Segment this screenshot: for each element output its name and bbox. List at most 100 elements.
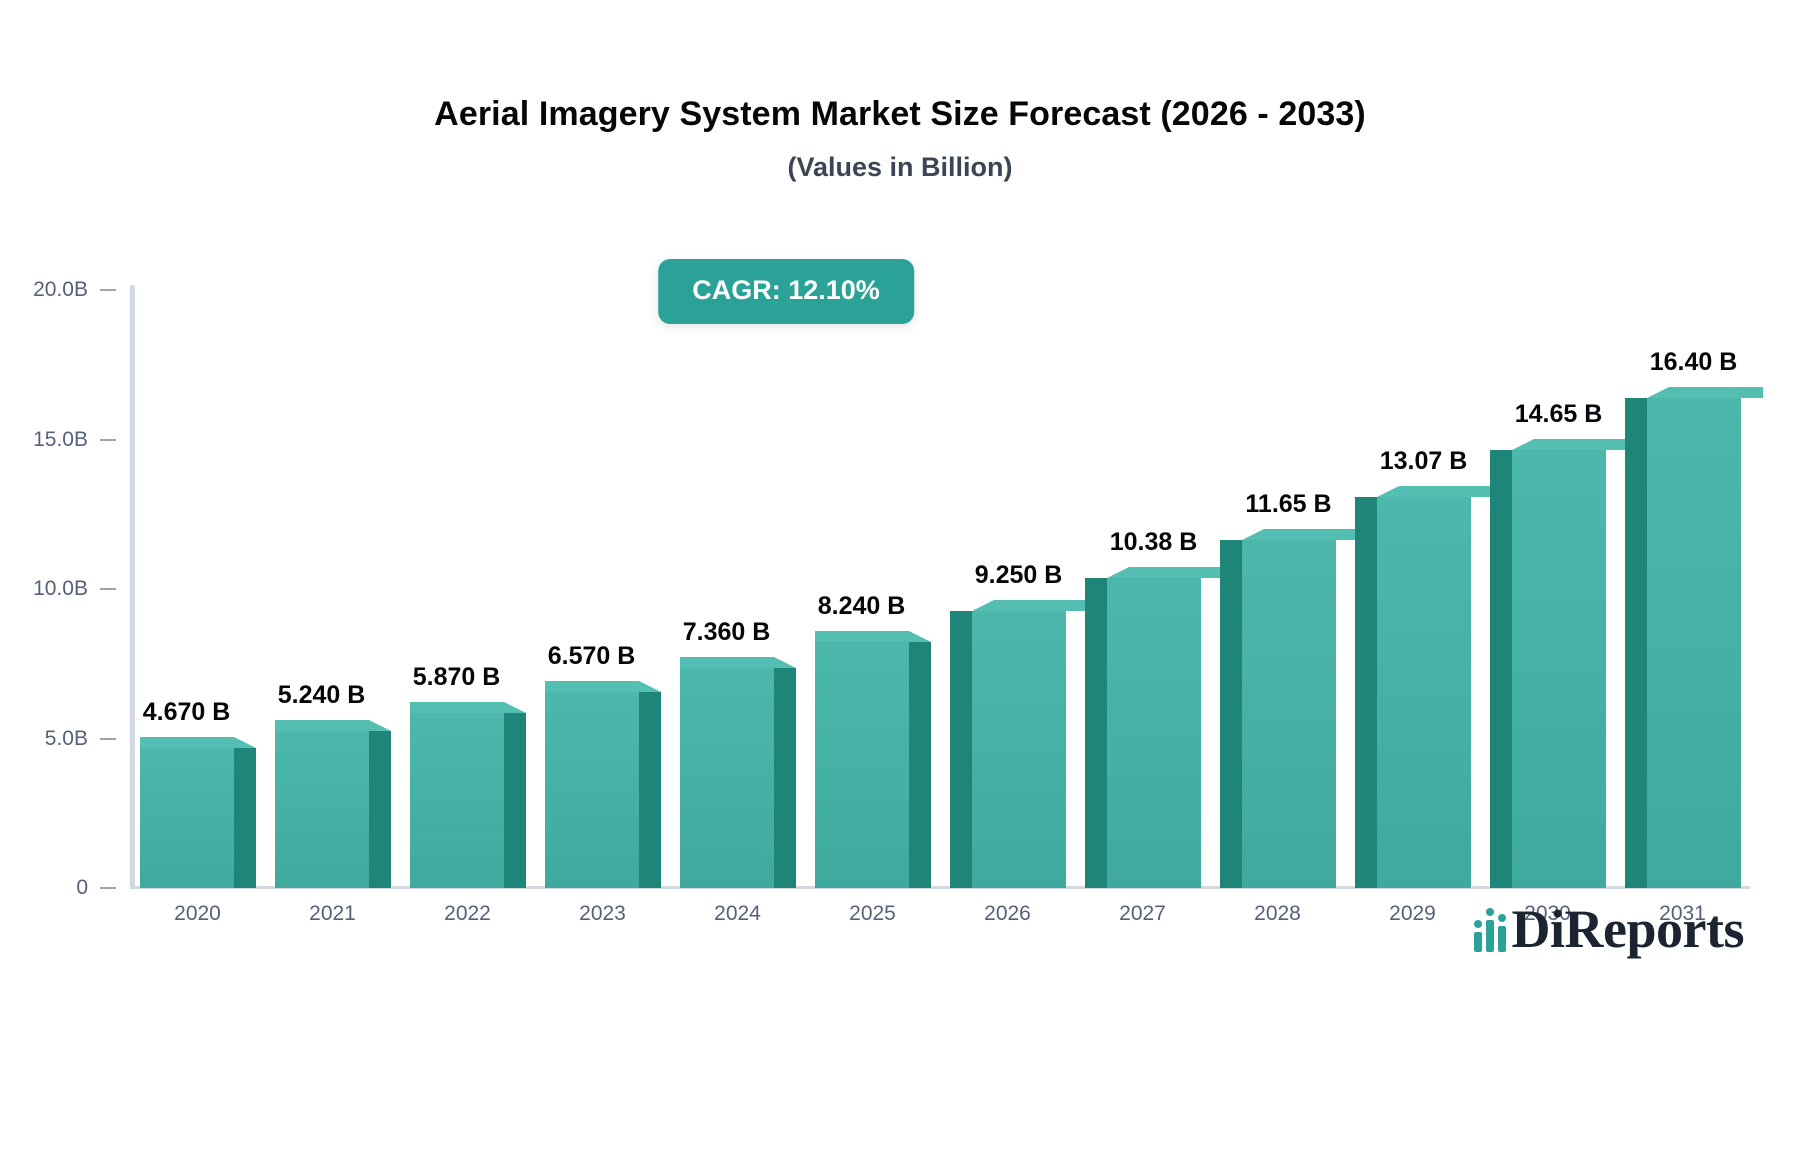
bar-side-face xyxy=(1084,577,1107,888)
x-axis-tick-label: 2026 xyxy=(984,902,1031,925)
x-axis-tick-label: 2029 xyxy=(1389,902,1436,925)
y-axis-tick-label: 5.0B xyxy=(44,726,88,750)
y-axis-tick-dash xyxy=(100,588,116,590)
y-axis-tick: 15.0B xyxy=(2,428,130,452)
bar-side-face xyxy=(503,712,526,888)
bar-body xyxy=(949,600,1088,888)
bar[interactable]: 9.250 B xyxy=(949,561,1088,888)
bar-value-label: 16.40 B xyxy=(1649,347,1738,376)
x-axis-tick-label: 2030 xyxy=(1524,902,1571,925)
bar-value-label: 11.65 B xyxy=(1245,489,1332,518)
bar[interactable]: 14.65 B xyxy=(1489,400,1628,888)
bar-side-face xyxy=(1354,497,1377,888)
x-axis-tick-label: 2022 xyxy=(444,902,491,925)
bar[interactable]: 11.65 B xyxy=(1219,490,1358,888)
bar-front-face xyxy=(679,667,774,888)
x-axis-tick-label: 2028 xyxy=(1254,902,1301,925)
bar-front-face xyxy=(274,731,369,888)
bar-value-label: 5.240 B xyxy=(277,681,366,710)
bar[interactable]: 13.07 B xyxy=(1354,447,1493,888)
bar-front-face xyxy=(1511,449,1606,888)
bar-body xyxy=(139,737,256,888)
bar-value-label: 13.07 B xyxy=(1379,447,1468,476)
bar-chart-icon xyxy=(1473,912,1506,952)
x-axis-tick-label: 2023 xyxy=(579,902,626,925)
bar-front-face xyxy=(1376,497,1471,888)
title-block: Aerial Imagery System Market Size Foreca… xyxy=(0,95,1800,183)
y-axis-tick: 0 xyxy=(2,876,130,900)
y-axis-tick-dash xyxy=(100,737,116,740)
bar[interactable]: 10.38 B xyxy=(1084,528,1223,888)
bar-top-face xyxy=(971,600,1088,612)
bar-top-face xyxy=(409,701,526,713)
bar-body xyxy=(679,656,796,888)
bar-top-face xyxy=(274,720,391,732)
y-axis-tick-label: 15.0B xyxy=(33,427,88,451)
bar-body xyxy=(1354,486,1493,888)
bar-value-label: 8.240 B xyxy=(817,591,906,620)
bar-top-face xyxy=(1376,486,1493,498)
bar-side-face xyxy=(233,748,256,888)
x-axis-tick-label: 2024 xyxy=(714,902,761,925)
bar-top-face xyxy=(1646,386,1763,398)
bar[interactable]: 5.240 B xyxy=(274,681,391,888)
y-axis-tick-label: 10.0B xyxy=(33,577,88,600)
bar-body xyxy=(274,720,391,888)
bar-side-face xyxy=(908,641,931,888)
bar-top-face xyxy=(544,680,661,692)
bar-top-face xyxy=(1106,566,1223,578)
bar-side-face xyxy=(773,667,796,888)
y-axis-tick-label: 0 xyxy=(76,876,88,899)
bar[interactable]: 5.870 B xyxy=(409,663,526,888)
bar-side-face xyxy=(1489,449,1512,888)
chart-subtitle: (Values in Billion) xyxy=(787,152,1013,183)
bar-body xyxy=(1489,438,1628,888)
y-axis-tick-dash xyxy=(100,887,116,889)
bar-front-face xyxy=(971,611,1066,888)
bar[interactable]: 6.570 B xyxy=(544,642,661,888)
bar-top-face xyxy=(1241,528,1358,540)
bar[interactable]: 4.670 B xyxy=(139,698,256,888)
bar-body xyxy=(544,680,661,888)
x-axis-line xyxy=(130,886,1750,889)
bar-top-face xyxy=(1511,438,1628,450)
bar-top-face xyxy=(814,630,931,642)
bar-value-label: 10.38 B xyxy=(1109,527,1198,556)
bar-value-label: 6.570 B xyxy=(547,641,636,670)
bar-body xyxy=(1624,386,1763,888)
y-axis-line xyxy=(130,285,135,888)
bar[interactable]: 16.40 B xyxy=(1624,348,1763,888)
x-axis-tick-label: 2020 xyxy=(174,902,221,925)
bar-top-face xyxy=(139,737,256,749)
bar-front-face xyxy=(544,691,639,888)
bar-front-face xyxy=(814,641,909,888)
bar-side-face xyxy=(1219,539,1242,888)
plot-area: 4.670 B 5.240 B 5.870 B 6.570 B 7.360 B 8.240… xyxy=(33,278,1763,925)
page-title: Aerial Imagery System Market Size Foreca… xyxy=(434,95,1366,133)
bar[interactable]: 8.240 B xyxy=(814,592,931,888)
bar-side-face xyxy=(949,611,972,888)
bar-front-face xyxy=(139,748,234,888)
direports-logo: DiReports xyxy=(1473,899,1745,959)
bar[interactable]: 7.360 B xyxy=(679,618,796,888)
bar-body xyxy=(1219,528,1358,888)
bar-value-label: 4.670 B xyxy=(142,698,231,727)
bar-front-face xyxy=(1646,397,1741,888)
y-axis-tick: 10.0B xyxy=(2,577,130,601)
y-axis-tick-dash xyxy=(100,438,116,441)
bar-body xyxy=(814,630,931,888)
x-axis-tick-label: 2025 xyxy=(849,902,896,925)
x-axis-tick-label: 2031 xyxy=(1659,902,1706,925)
bars-layer: 4.670 B 5.240 B 5.870 B 6.570 B 7.360 B 8.240… xyxy=(130,290,1763,888)
bar-side-face xyxy=(368,731,391,888)
y-axis-tick: 20.0B xyxy=(2,278,130,302)
bar-value-label: 14.65 B xyxy=(1514,399,1603,428)
x-axis-tick-label: 2021 xyxy=(309,902,356,925)
bar-top-face xyxy=(679,656,796,668)
bar-front-face xyxy=(1106,577,1201,888)
y-axis-tick: 5.0B xyxy=(2,727,130,751)
bar-front-face xyxy=(409,712,504,888)
cagr-badge: CAGR: 12.10% xyxy=(658,259,914,324)
logo-text: DiReports xyxy=(1511,899,1745,959)
